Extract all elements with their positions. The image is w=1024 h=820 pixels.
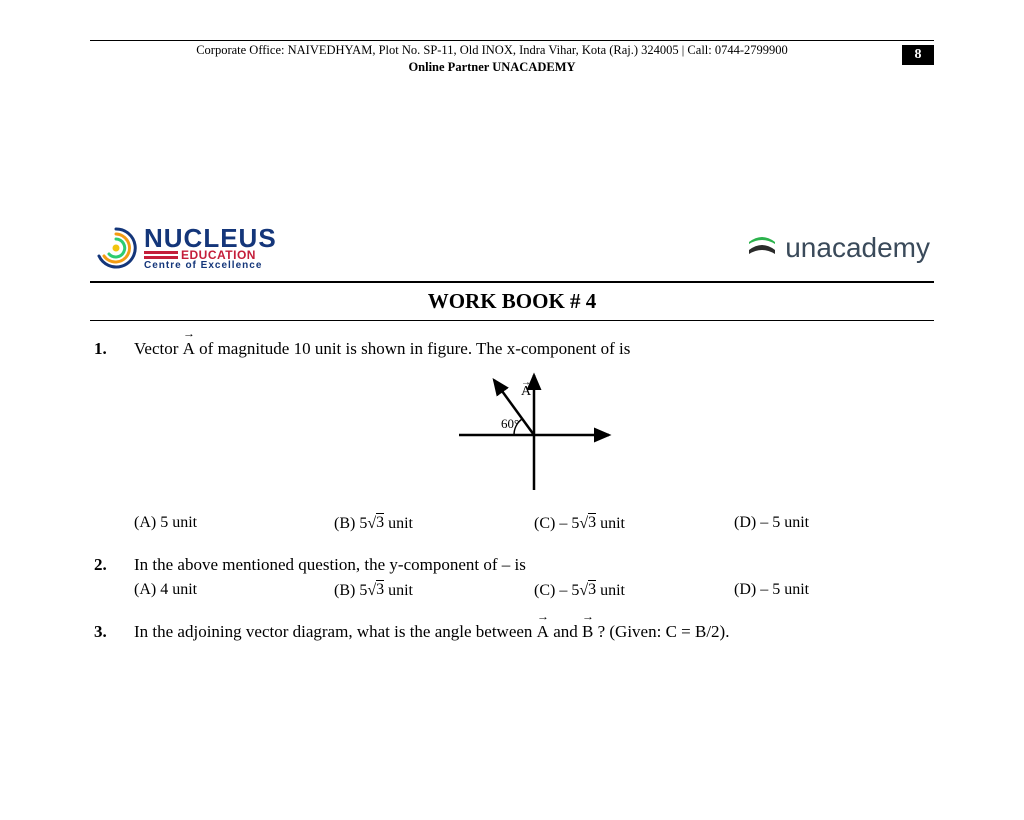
opt-label: (A) [134,514,160,531]
opt-label: (A) [134,581,160,598]
radicand: 3 [376,580,384,599]
corporate-address: Corporate Office: NAIVEDHYAM, Plot No. S… [90,43,894,58]
q1-prefix: Vector [134,339,183,358]
nucleus-logo: NUCLEUS EDUCATION Centre of Excellence [94,225,277,271]
radicand: 3 [588,513,596,532]
logos-row: NUCLEUS EDUCATION Centre of Excellence u… [90,225,934,277]
page-header: Corporate Office: NAIVEDHYAM, Plot No. S… [90,40,934,75]
opt-value: – 5 unit [760,581,809,598]
q2-options: (A) 4 unit (B) 53 unit (C) – 5 3 unit (D)… [134,581,934,600]
question-2: 2. In the above mentioned question, the … [90,555,934,600]
question-body: In the adjoining vector diagram, what is… [134,622,934,648]
svg-text:→: → [521,377,531,388]
spacer [90,75,934,225]
option-d: (D) – 5 unit [734,514,934,533]
opt-value: 5 unit [160,514,197,531]
option-c: (C) – 5 3 unit [534,514,734,533]
nucleus-text-block: NUCLEUS EDUCATION Centre of Excellence [144,225,277,271]
question-number: 1. [90,339,134,533]
nucleus-coe-text: Centre of Excellence [144,261,277,271]
opt-label: (C) [534,582,559,599]
divider-bottom [90,320,934,321]
opt-label: (D) [734,581,760,598]
question-number: 2. [90,555,134,600]
opt-label: (B) [334,582,359,599]
workbook-title: WORK BOOK # 4 [90,283,934,320]
unacademy-logo: unacademy [747,232,930,264]
sqrt-icon [367,582,376,599]
opt-value: – 5 unit [760,514,809,531]
page-number-badge: 8 [902,45,934,65]
question-3: 3. In the adjoining vector diagram, what… [90,622,934,648]
opt-value: 4 unit [160,581,197,598]
header-text: Corporate Office: NAIVEDHYAM, Plot No. S… [90,43,894,75]
question-text: In the adjoining vector diagram, what is… [134,622,934,642]
option-c: (C) – 5 3 unit [534,581,734,600]
opt-prefix: – 5 [559,515,579,532]
opt-suffix: unit [384,515,413,532]
angle-label: 60° [501,416,519,431]
vector-A: A [183,339,195,359]
page-root: Corporate Office: NAIVEDHYAM, Plot No. S… [0,0,1024,648]
opt-label: (B) [334,515,359,532]
question-text: In the above mentioned question, the y-c… [134,555,934,575]
q1-options: (A) 5 unit (B) 53 unit (C) – 5 3 unit (D)… [134,514,934,533]
opt-label: (D) [734,514,760,531]
opt-suffix: unit [384,582,413,599]
option-a: (A) 4 unit [134,581,334,600]
vector-figure: 60° A → [134,365,934,500]
option-d: (D) – 5 unit [734,581,934,600]
vector-A: A [537,622,549,642]
q3-prefix: In the adjoining vector diagram, what is… [134,622,537,641]
sqrt-icon [579,515,588,532]
sqrt-icon [367,515,376,532]
unacademy-icon [747,234,777,263]
nucleus-bars-icon [144,251,178,259]
radicand: 3 [376,513,384,532]
vector-B: B [582,622,593,642]
unacademy-text: unacademy [785,232,930,264]
question-1: 1. Vector A of magnitude 10 unit is show… [90,339,934,533]
option-b: (B) 53 unit [334,581,534,600]
sqrt-icon [579,582,588,599]
online-partner: Online Partner UNACADEMY [90,60,894,75]
question-body: In the above mentioned question, the y-c… [134,555,934,600]
question-number: 3. [90,622,134,648]
q1-suffix: of magnitude 10 unit is shown in figure.… [195,339,630,358]
question-body: Vector A of magnitude 10 unit is shown i… [134,339,934,533]
opt-suffix: unit [596,582,625,599]
opt-suffix: unit [596,515,625,532]
opt-label: (C) [534,515,559,532]
option-b: (B) 53 unit [334,514,534,533]
option-a: (A) 5 unit [134,514,334,533]
swirl-icon [94,226,138,270]
q3-mid: and [549,622,582,641]
radicand: 3 [588,580,596,599]
question-text: Vector A of magnitude 10 unit is shown i… [134,339,934,359]
opt-prefix: – 5 [559,582,579,599]
q3-suffix: ? (Given: C = B/2). [593,622,729,641]
